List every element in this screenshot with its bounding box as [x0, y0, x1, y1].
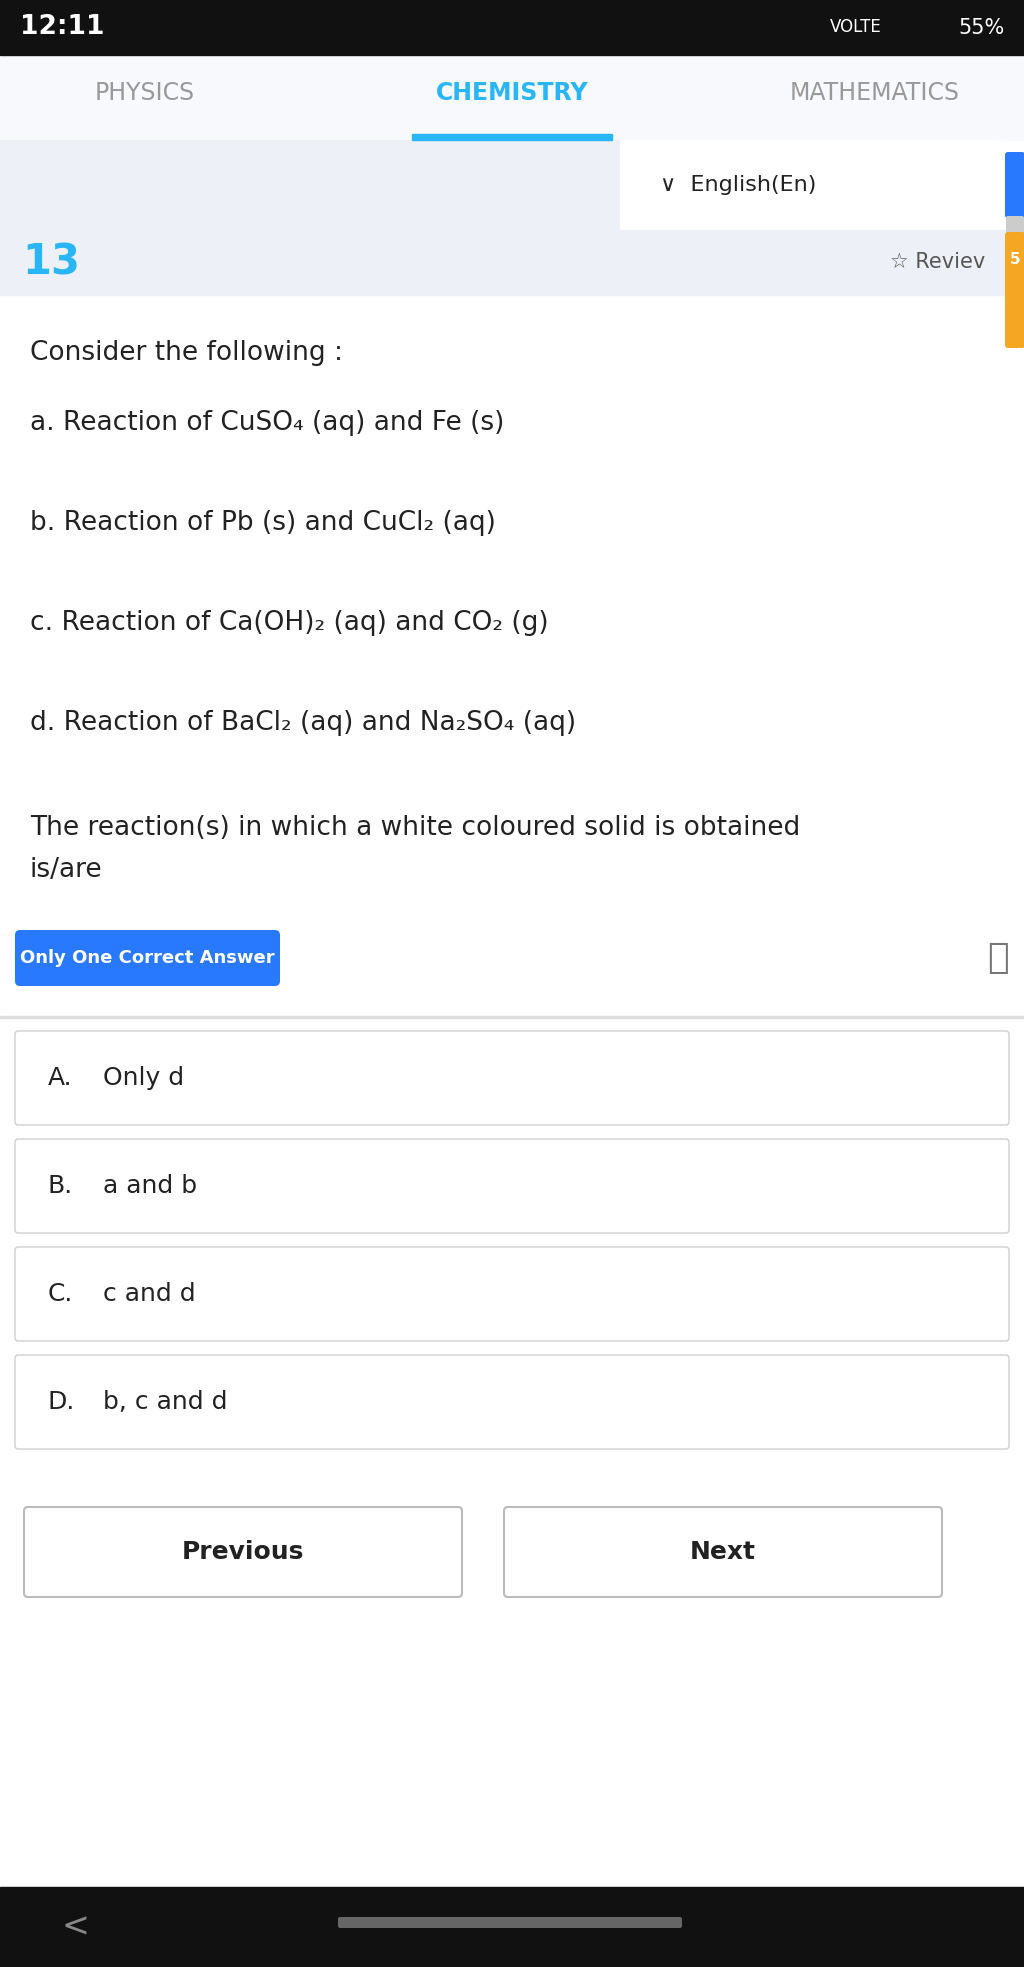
Text: PHYSICS: PHYSICS [95, 81, 195, 104]
Text: 13: 13 [22, 242, 80, 283]
FancyBboxPatch shape [15, 1247, 1009, 1341]
FancyBboxPatch shape [504, 1507, 942, 1597]
Text: 12:11: 12:11 [20, 14, 104, 41]
Text: d. Reaction of BaCl₂ (aq) and Na₂SO₄ (aq): d. Reaction of BaCl₂ (aq) and Na₂SO₄ (aq… [30, 710, 577, 736]
Bar [0, 140, 620, 230]
Text: is/are: is/are [30, 858, 102, 883]
Text: The reaction(s) in which a white coloured solid is obtained: The reaction(s) in which a white coloure… [30, 814, 800, 842]
Text: 55%: 55% [958, 18, 1005, 37]
FancyBboxPatch shape [1006, 216, 1024, 301]
Text: ⓘ: ⓘ [987, 940, 1009, 976]
Text: Only One Correct Answer: Only One Correct Answer [20, 948, 274, 968]
Text: ☆ Reviev: ☆ Reviev [890, 252, 985, 273]
Text: VOLTE: VOLTE [830, 18, 882, 37]
Bar [0, 230, 1024, 295]
Bar [0, 55, 1024, 140]
FancyBboxPatch shape [338, 1918, 682, 1928]
FancyBboxPatch shape [15, 930, 280, 985]
Text: D.: D. [48, 1391, 76, 1414]
Text: c and d: c and d [103, 1282, 196, 1306]
Text: ∨  English(En): ∨ English(En) [660, 175, 816, 195]
Text: MATHEMATICS: MATHEMATICS [790, 81, 961, 104]
Text: CHEMISTRY: CHEMISTRY [435, 81, 589, 104]
Text: 5: 5 [1010, 252, 1020, 268]
FancyBboxPatch shape [1005, 151, 1024, 218]
Bar [0, 1886, 1024, 1967]
Text: c. Reaction of Ca(OH)₂ (aq) and CO₂ (g): c. Reaction of Ca(OH)₂ (aq) and CO₂ (g) [30, 610, 549, 635]
FancyBboxPatch shape [15, 1031, 1009, 1125]
FancyBboxPatch shape [15, 1139, 1009, 1233]
Text: Consider the following :: Consider the following : [30, 340, 343, 366]
Text: Next: Next [690, 1540, 756, 1564]
Bar [0, 0, 1024, 55]
Text: Previous: Previous [182, 1540, 304, 1564]
Text: A.: A. [48, 1066, 73, 1090]
FancyBboxPatch shape [15, 1355, 1009, 1450]
FancyBboxPatch shape [24, 1507, 462, 1597]
Text: C.: C. [48, 1282, 74, 1306]
Text: Only d: Only d [103, 1066, 184, 1090]
Text: b. Reaction of Pb (s) and CuCl₂ (aq): b. Reaction of Pb (s) and CuCl₂ (aq) [30, 509, 496, 535]
Text: b, c and d: b, c and d [103, 1391, 227, 1414]
Bar [620, 140, 1000, 230]
Text: <: < [61, 1910, 89, 1943]
Text: B.: B. [48, 1174, 74, 1198]
Bar [0, 295, 1024, 1967]
FancyBboxPatch shape [1005, 232, 1024, 348]
Text: a and b: a and b [103, 1174, 198, 1198]
Text: a. Reaction of CuSO₄ (aq) and Fe (s): a. Reaction of CuSO₄ (aq) and Fe (s) [30, 409, 505, 437]
Bar [412, 134, 612, 140]
